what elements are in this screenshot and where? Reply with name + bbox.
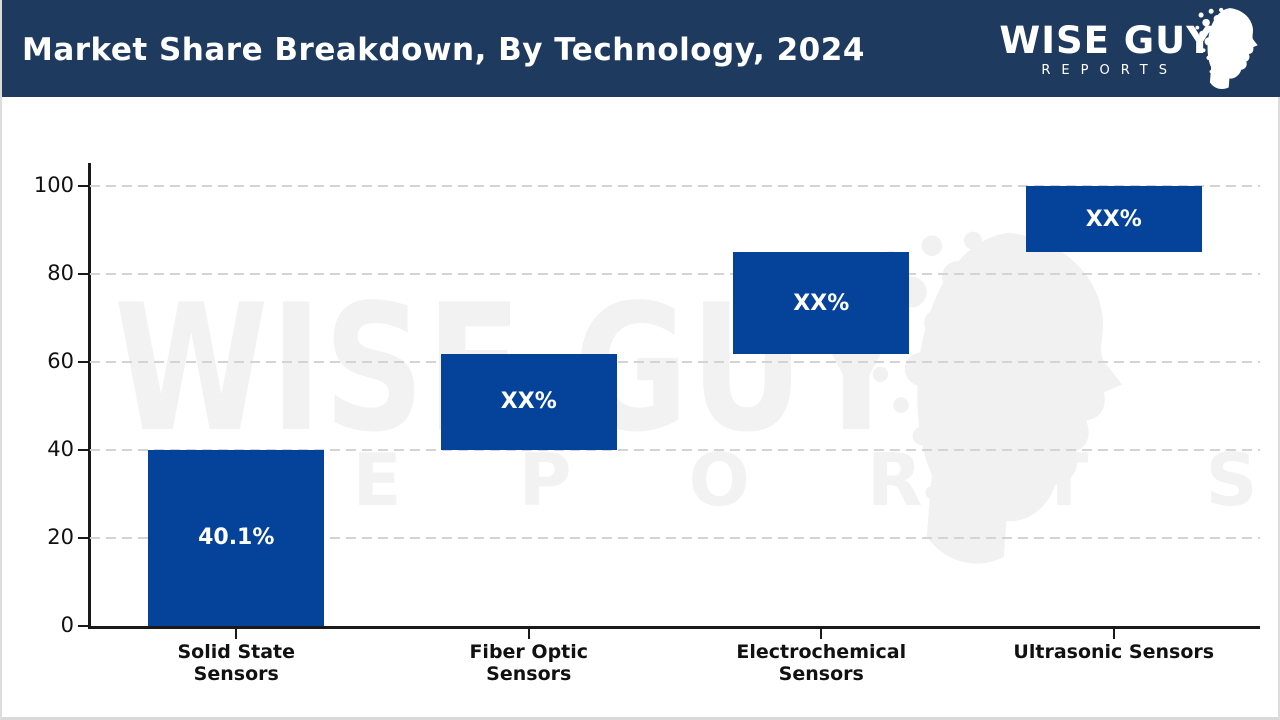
y-tick-label: 60	[47, 349, 74, 373]
x-category-label: Electrochemical Sensors	[671, 641, 971, 685]
x-category-label-line: Fiber Optic	[469, 641, 589, 663]
y-axis-spine	[88, 163, 91, 628]
x-category-label: Fiber Optic Sensors	[379, 641, 679, 685]
bar-value-label: XX%	[1085, 206, 1142, 232]
bar: XX%	[1025, 186, 1202, 253]
logo-reports-text: REPORTS	[1041, 62, 1178, 78]
header-banner: Market Share Breakdown, By Technology, 2…	[2, 0, 1280, 97]
x-tick-mark	[820, 629, 823, 639]
plot-area: 0 20 40 60 80 100 40.1% Solid State Sensors XX% Fi…	[34, 163, 1260, 685]
x-category-label-line: Electrochemical	[736, 641, 907, 663]
y-tick-label: 80	[47, 261, 74, 285]
y-tick-mark	[78, 361, 90, 363]
gridline	[90, 185, 1260, 187]
bar: XX%	[440, 354, 617, 450]
gridline	[90, 537, 1260, 539]
x-category-label: Ultrasonic Sensors	[964, 641, 1264, 663]
y-tick-mark	[78, 449, 90, 451]
x-axis-spine	[88, 626, 1260, 629]
wise-guy-reports-logo: WISE GUY REPORTS	[999, 4, 1272, 94]
gridline	[90, 273, 1260, 275]
x-tick-mark	[235, 629, 238, 639]
y-tick-mark	[78, 273, 90, 275]
bar-value-label: XX%	[500, 389, 557, 415]
logo-text: WISE GUY REPORTS	[999, 18, 1214, 78]
y-tick-label: 0	[60, 613, 74, 637]
x-tick-mark	[1112, 629, 1115, 639]
x-category-label-line: Ultrasonic Sensors	[1013, 641, 1215, 663]
bar-value-label: XX%	[793, 290, 850, 316]
gridline	[90, 449, 1260, 451]
bar-value-label: 40.1%	[198, 525, 275, 551]
x-category-label-line: Sensors	[778, 663, 864, 685]
y-tick-mark	[78, 537, 90, 539]
gridline	[90, 361, 1260, 363]
y-tick-label: 100	[33, 173, 74, 197]
bar: 40.1%	[148, 449, 325, 626]
logo-wiseguy-text: WISE GUY	[999, 18, 1214, 62]
x-tick-mark	[527, 629, 530, 639]
y-tick-mark	[78, 625, 90, 627]
bar: XX%	[733, 252, 910, 355]
x-category-label: Solid State Sensors	[86, 641, 386, 685]
y-tick-label: 20	[47, 525, 74, 549]
y-tick-mark	[78, 185, 90, 187]
y-tick-label: 40	[47, 437, 74, 461]
page-title: Market Share Breakdown, By Technology, 2…	[22, 32, 865, 68]
watermark-reports-text: R E P O R T S	[180, 438, 1280, 522]
x-category-label-line: Solid State	[177, 641, 296, 663]
x-category-label-line: Sensors	[193, 663, 279, 685]
x-category-label-line: Sensors	[486, 663, 572, 685]
